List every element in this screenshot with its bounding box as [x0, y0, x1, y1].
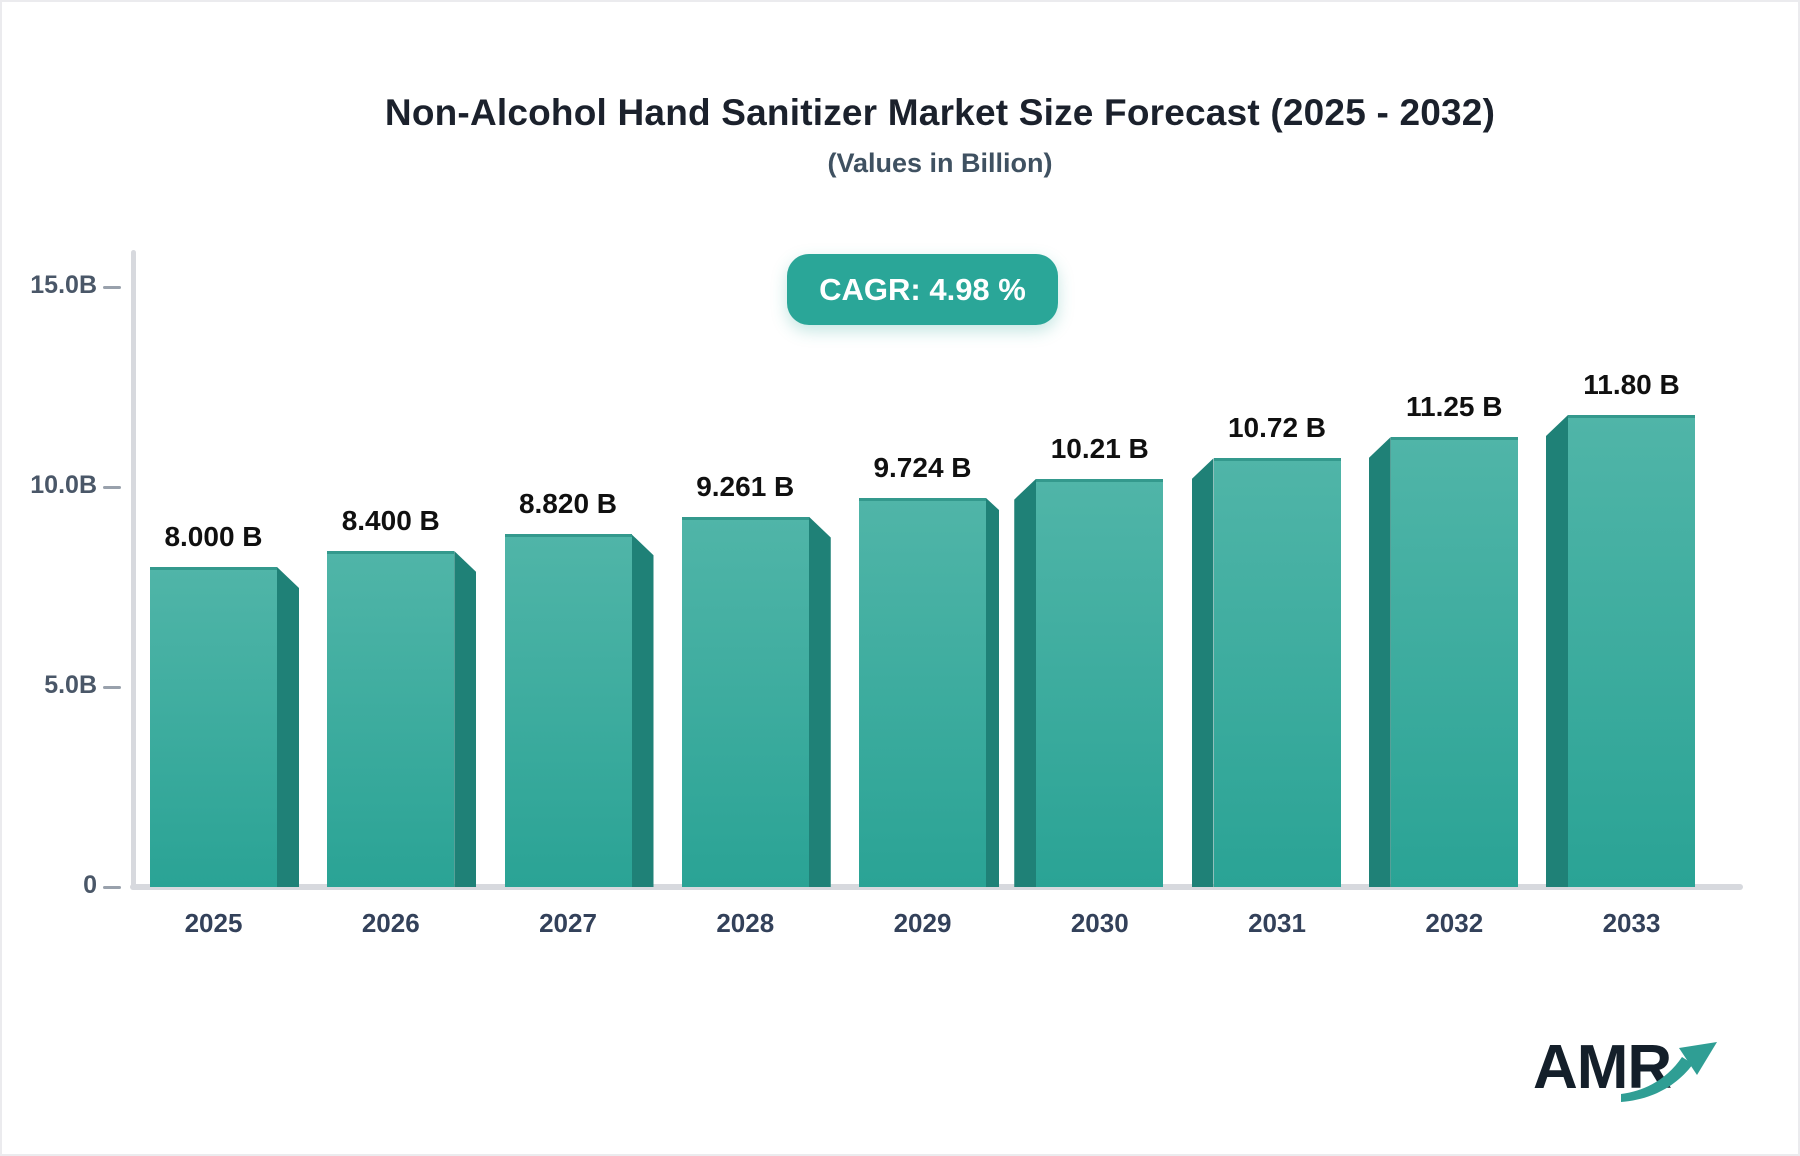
bar-side-2027	[631, 534, 654, 887]
bar-value-label: 8.820 B	[518, 488, 618, 520]
x-tick-label-2027: 2027	[539, 908, 597, 938]
y-tick-label: 15.0B	[30, 271, 97, 299]
bar-2032	[1390, 437, 1518, 887]
bar-value-label: 11.80 B	[1583, 369, 1680, 400]
y-tick-mark	[103, 686, 121, 689]
bar-side-2028	[808, 516, 831, 887]
bar-2029	[859, 498, 986, 887]
y-tick-label: 5.0B	[44, 671, 97, 699]
bar-value-label: 9.724 B	[873, 452, 972, 484]
bar-2033	[1568, 415, 1695, 887]
x-tick-label-2026: 2026	[361, 908, 420, 938]
y-tick-mark	[103, 286, 121, 289]
y-tick-label: 10.0B	[30, 471, 97, 499]
y-tick-label: 0	[83, 871, 97, 899]
bar-value-label: 8.400 B	[341, 505, 440, 536]
x-tick-label-2025: 2025	[184, 908, 243, 938]
bar-value-label: 10.72 B	[1227, 412, 1327, 444]
bar-2026	[327, 551, 455, 887]
bar-2028	[681, 516, 809, 887]
y-tick-mark	[103, 886, 121, 889]
y-axis-line	[131, 250, 136, 890]
x-tick-label-2029: 2029	[893, 908, 952, 938]
bar-side-2029	[986, 498, 999, 887]
bar-side-2026	[454, 551, 477, 887]
bar-side-2033	[1546, 415, 1568, 887]
x-tick-label-2028: 2028	[716, 908, 775, 938]
y-tick-mark	[103, 486, 121, 489]
bar-2027	[504, 534, 632, 887]
bar-side-2032	[1368, 437, 1391, 887]
x-axis-line	[130, 884, 1743, 890]
bar-2030	[1036, 478, 1164, 887]
trend-up-arrow-icon	[1621, 1042, 1717, 1102]
bar-side-2031	[1191, 458, 1214, 887]
x-tick-label-2031: 2031	[1248, 908, 1306, 938]
bar-value-label: 10.21 B	[1050, 432, 1149, 464]
bar-value-label: 9.261 B	[696, 470, 795, 502]
bar-value-label: 11.25 B	[1405, 391, 1503, 422]
bar-side-2025	[277, 567, 299, 887]
chart-subtitle: (Values in Billion)	[827, 148, 1053, 178]
chart-title: Non-Alcohol Hand Sanitizer Market Size F…	[384, 92, 1496, 133]
x-tick-label-2030: 2030	[1070, 908, 1129, 938]
x-tick-label-2033: 2033	[1602, 908, 1661, 938]
x-tick-label-2032: 2032	[1425, 908, 1484, 938]
brand-logo: AMR	[1525, 1030, 1775, 1130]
bar-side-2030	[1014, 478, 1037, 887]
bar-2025	[150, 567, 277, 887]
bar-2031	[1213, 458, 1341, 887]
bar-value-label: 8.000 B	[164, 521, 263, 552]
cagr-badge: CAGR: 4.98 %	[787, 254, 1058, 325]
